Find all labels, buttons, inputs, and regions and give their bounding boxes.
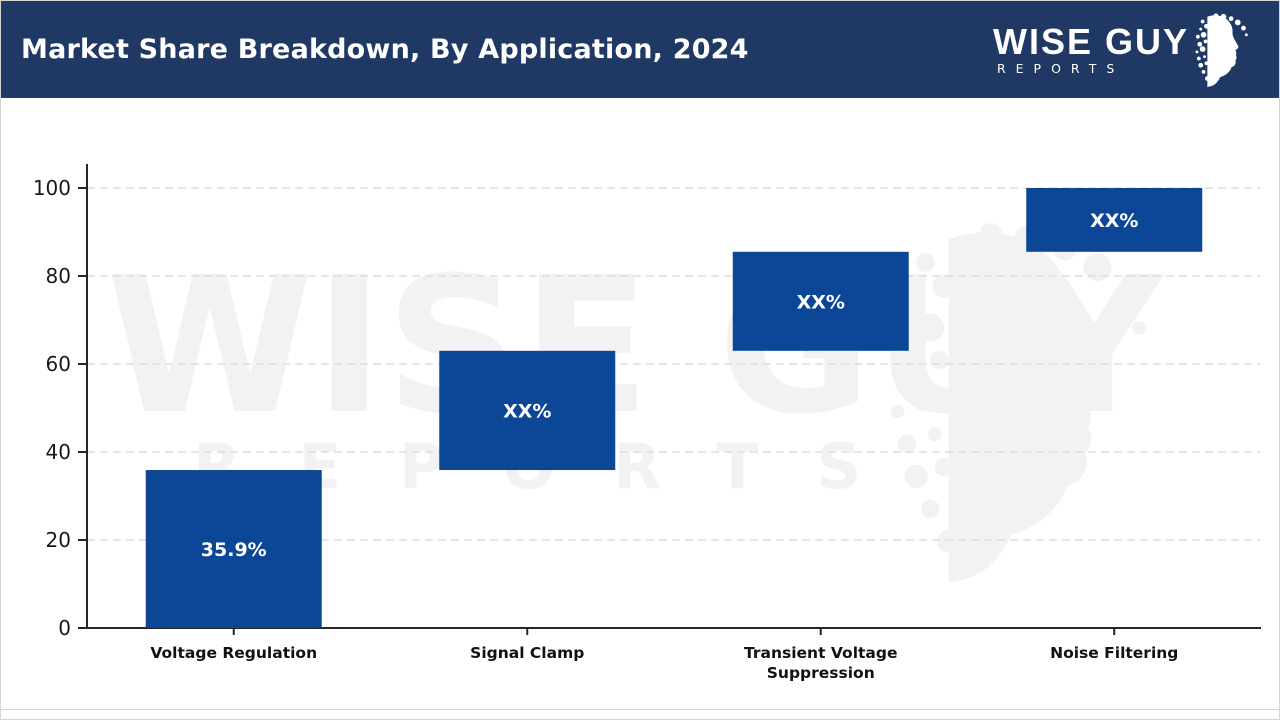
y-tick-label-100: 100	[33, 176, 71, 200]
x-category-label-voltage-regulation: Voltage Regulation	[150, 644, 317, 662]
logo-brand-name: WISE GUY	[992, 20, 1189, 62]
bar-signal-clamp	[439, 350, 616, 471]
x-category-label-transient-voltage-suppression: Transient Voltage Suppression	[744, 644, 898, 682]
bar-noise-filtering	[1026, 188, 1203, 252]
y-tick-label-80: 80	[46, 264, 71, 288]
x-category-label-signal-clamp: Signal Clamp	[470, 644, 584, 662]
y-tick-label-60: 60	[46, 352, 71, 376]
y-tick-label-40: 40	[46, 440, 71, 464]
bar-value-label-signal-clamp: XX%	[503, 400, 551, 422]
bar-value-label-voltage-regulation: 35.9%	[201, 539, 267, 561]
x-category-label-noise-filtering: Noise Filtering	[1050, 644, 1178, 662]
chart-canvas: WISE GUY REPORTS 02040608010035.9%Voltag…	[1, 98, 1279, 710]
waterfall-plot: 0 20 40 60 80 100 35.9% Voltage Regulation XX% Si…	[33, 164, 1261, 682]
y-tick-label-20: 20	[46, 528, 71, 552]
bar-transient-voltage-suppression	[732, 251, 909, 351]
header-bar: Market Share Breakdown, By Application, …	[1, 1, 1279, 98]
logo-brand-sub: REPORTS	[996, 60, 1125, 76]
bar-voltage-regulation	[145, 470, 322, 628]
chart-title: Market Share Breakdown, By Application, …	[21, 34, 749, 65]
brand-logo: WISE GUY REPORTS	[993, 12, 1255, 88]
logo-head-icon	[1195, 12, 1248, 87]
bar-value-label-transient-voltage-suppression: XX%	[797, 291, 845, 313]
bar-value-label-noise-filtering: XX%	[1090, 210, 1138, 232]
y-tick-label-0: 0	[58, 616, 71, 640]
